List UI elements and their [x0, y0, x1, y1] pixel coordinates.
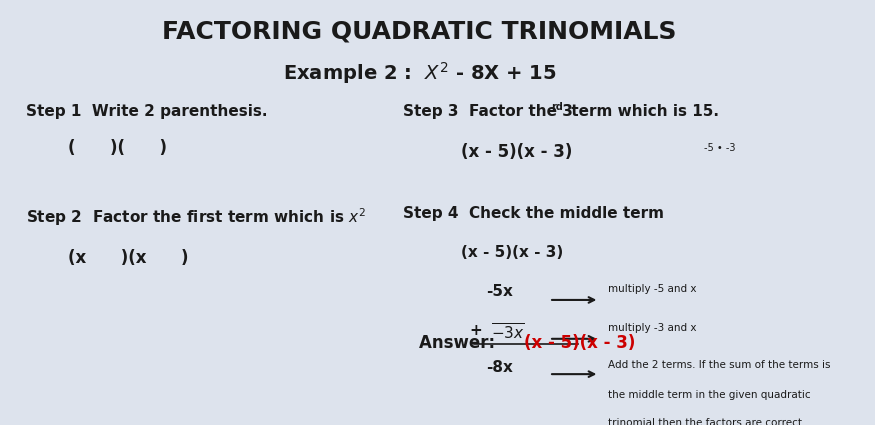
Text: term which is 15.: term which is 15. — [566, 104, 719, 119]
Text: rd: rd — [551, 102, 564, 112]
Text: multiply -5 and x: multiply -5 and x — [607, 284, 697, 294]
Text: $\overline{-3x}$: $\overline{-3x}$ — [491, 323, 524, 343]
Text: (x - 5)(x - 3): (x - 5)(x - 3) — [461, 143, 572, 161]
Text: Example 2 :  $X^2$ - 8X + 15: Example 2 : $X^2$ - 8X + 15 — [283, 60, 556, 85]
Text: Step 1  Write 2 parenthesis.: Step 1 Write 2 parenthesis. — [26, 104, 268, 119]
Text: -8x: -8x — [487, 360, 514, 375]
Text: Answer:: Answer: — [419, 334, 501, 351]
Text: multiply -3 and x: multiply -3 and x — [607, 323, 697, 333]
Text: -5x: -5x — [487, 284, 514, 299]
Text: trinomial then the factors are correct.: trinomial then the factors are correct. — [607, 418, 805, 425]
Text: (x      )(x      ): (x )(x ) — [68, 249, 189, 267]
Text: (x - 5)(x - 3): (x - 5)(x - 3) — [461, 245, 564, 260]
Text: FACTORING QUADRATIC TRINOMIALS: FACTORING QUADRATIC TRINOMIALS — [162, 19, 676, 43]
Text: the middle term in the given quadratic: the middle term in the given quadratic — [607, 390, 810, 400]
Text: (      )(      ): ( )( ) — [68, 139, 167, 157]
Text: Add the 2 terms. If the sum of the terms is: Add the 2 terms. If the sum of the terms… — [607, 360, 830, 370]
Text: Step 3  Factor the 3: Step 3 Factor the 3 — [402, 104, 572, 119]
Text: (x - 5)(x - 3): (x - 5)(x - 3) — [524, 334, 635, 351]
Text: Step 2  Factor the first term which is $x^2$: Step 2 Factor the first term which is $x… — [26, 206, 367, 228]
Text: Step 4  Check the middle term: Step 4 Check the middle term — [402, 206, 664, 221]
Text: -5 • -3: -5 • -3 — [704, 143, 735, 153]
Text: +: + — [470, 323, 487, 338]
